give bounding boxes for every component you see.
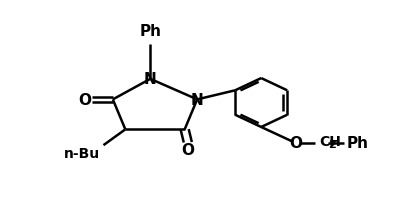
Text: Ph: Ph — [139, 24, 161, 39]
Text: CH: CH — [319, 135, 341, 149]
Text: Ph: Ph — [347, 136, 369, 151]
Text: O: O — [78, 92, 91, 107]
Text: N: N — [191, 92, 204, 107]
Text: N: N — [144, 72, 157, 87]
Text: n-Bu: n-Bu — [64, 146, 100, 160]
Text: O: O — [289, 136, 302, 151]
Text: O: O — [181, 142, 194, 157]
Text: 2: 2 — [328, 140, 335, 150]
